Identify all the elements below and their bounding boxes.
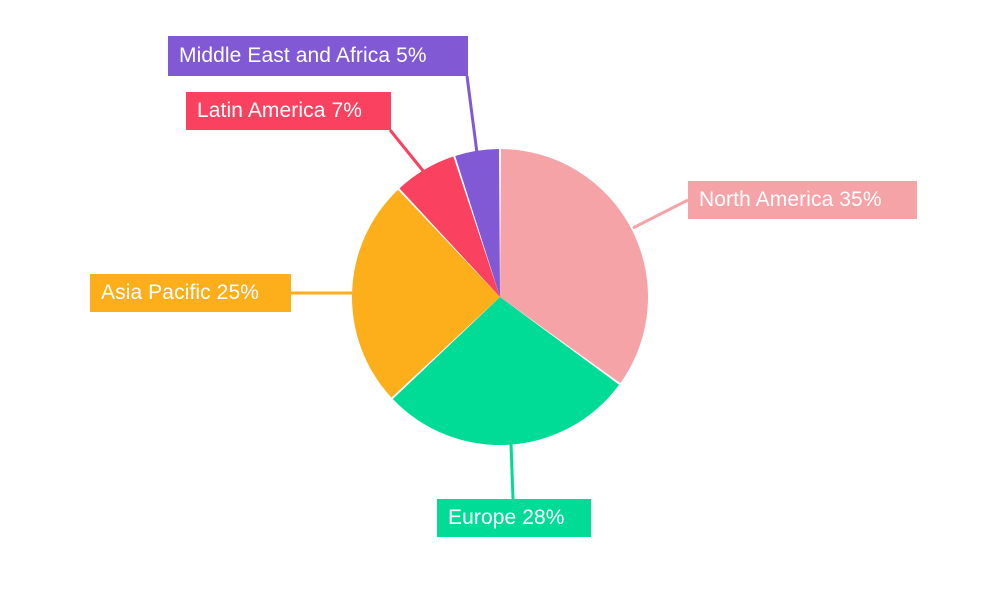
pie-slice-asia-pacific[interactable]	[352, 189, 500, 398]
pie-label-north-america[interactable]: North America 35%	[688, 181, 917, 219]
pie-label-text: Latin America 7%	[197, 99, 363, 122]
pie-slice-europe[interactable]	[392, 297, 620, 445]
pie-label-asia-pacific[interactable]: Asia Pacific 25%	[90, 274, 291, 312]
pie-slice-middle-east-and-africa[interactable]	[455, 149, 500, 297]
pie-slice-group	[352, 149, 649, 445]
leader-line-middle-east-and-africa	[465, 75, 479, 154]
pie-label-latin-america[interactable]: Latin America 7%	[186, 92, 391, 130]
pie-slice-north-america[interactable]	[500, 149, 649, 384]
pie-label-text: Asia Pacific 25%	[101, 281, 260, 304]
leader-line-north-america	[632, 198, 689, 230]
pie-label-text: Europe 28%	[448, 506, 565, 529]
pie-label-middle-east-and-africa[interactable]: Middle East and Africa 5%	[168, 36, 468, 76]
pie-label-text: Middle East and Africa 5%	[179, 44, 427, 67]
leader-line-latin-america	[388, 129, 426, 173]
pie-label-europe[interactable]: Europe 28%	[437, 499, 591, 537]
pie-slice-latin-america[interactable]	[399, 156, 500, 297]
leader-line-europe	[509, 443, 515, 500]
pie-label-text: North America 35%	[699, 188, 882, 211]
leader-line-group	[291, 75, 689, 500]
